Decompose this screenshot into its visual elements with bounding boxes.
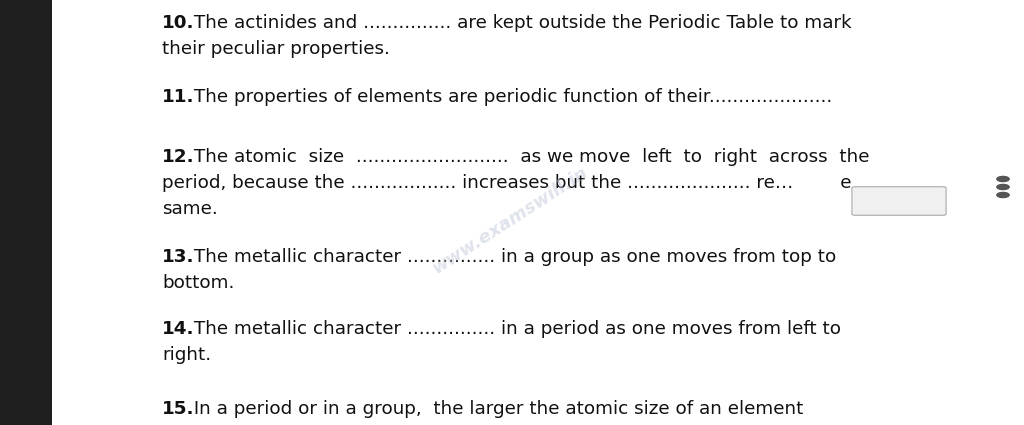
Text: 14.: 14. [162, 320, 195, 338]
Text: The metallic character ............... in a period as one moves from left to: The metallic character ............... i… [188, 320, 841, 338]
Text: The atomic  size  ..........................  as we move  left  to  right  acros: The atomic size ........................… [188, 148, 869, 166]
Text: 12.: 12. [162, 148, 195, 166]
Text: same.: same. [162, 200, 218, 218]
Text: 11.: 11. [162, 88, 195, 106]
Text: The properties of elements are periodic function of their.....................: The properties of elements are periodic … [188, 88, 833, 106]
Text: The actinides and ............... are kept outside the Periodic Table to mark: The actinides and ............... are ke… [188, 14, 852, 32]
Text: period, because the .................. increases but the ..................... r: period, because the .................. i… [162, 174, 852, 192]
Text: 15.: 15. [162, 400, 195, 418]
Text: 10.: 10. [162, 14, 195, 32]
Text: The metallic character ............... in a group as one moves from top to: The metallic character ............... i… [188, 248, 837, 266]
Text: 13.: 13. [162, 248, 195, 266]
Text: www.examswill.in: www.examswill.in [429, 163, 591, 277]
Text: right.: right. [162, 346, 211, 364]
Text: bottom.: bottom. [162, 274, 234, 292]
Text: 53 / 579: 53 / 579 [871, 195, 927, 207]
Text: In a period or in a group,  the larger the atomic size of an element: In a period or in a group, the larger th… [188, 400, 804, 418]
Text: their peculiar properties.: their peculiar properties. [162, 40, 390, 58]
